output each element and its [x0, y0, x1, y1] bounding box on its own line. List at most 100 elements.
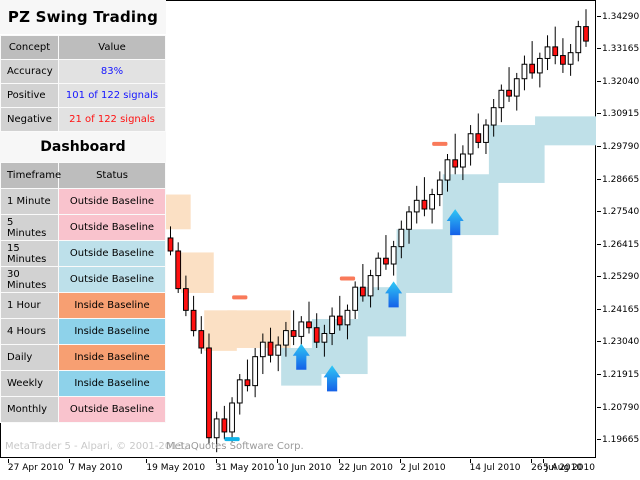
timeframe-row[interactable]: 1 Hour Inside Baseline [0, 292, 166, 319]
timeframe-row[interactable]: Monthly Outside Baseline [0, 396, 166, 423]
timeframe-label: 15 Minutes [0, 240, 59, 267]
date-tick-mark [69, 459, 71, 463]
date-tick-label: 5 Aug 2010 [543, 463, 595, 473]
bearish-candle [529, 63, 536, 74]
timeframe-status-badge: Outside Baseline [58, 396, 166, 423]
bearish-candle [198, 330, 205, 349]
buy-signal-arrow [323, 365, 341, 392]
price-tick-dash [597, 145, 601, 147]
stats-label: Negative [0, 107, 59, 132]
bullish-candle [567, 52, 574, 65]
date-tick-label: 31 May 2010 [215, 463, 275, 473]
bullish-candle [344, 309, 351, 326]
price-tick-dash [597, 80, 601, 82]
stats-header-concept: Concept [0, 35, 59, 60]
timeframe-label: Daily [0, 344, 59, 371]
timeframe-status-badge: Inside Baseline [58, 318, 166, 345]
bullish-candle [436, 179, 443, 196]
price-tick-label: 1.20790 [602, 402, 640, 413]
date-tick-label: 14 Jul 2010 [469, 463, 521, 473]
date-tick: 10 Jun 2010 [277, 459, 332, 473]
date-tick: 22 Jun 2010 [338, 459, 393, 473]
bullish-candle [390, 246, 397, 265]
bearish-candle [475, 133, 482, 143]
timeframe-row[interactable]: 15 Minutes Outside Baseline [0, 240, 166, 267]
price-tick-dash [597, 15, 601, 17]
bullish-candle [259, 341, 266, 358]
price-tick-label: 1.23040 [602, 337, 640, 348]
sell-level-marker [339, 276, 356, 281]
timeframe-row[interactable]: 1 Minute Outside Baseline [0, 188, 166, 215]
bullish-candle [521, 63, 528, 80]
stats-row: Positive 101 of 122 signals [0, 83, 166, 108]
price-tick: 1.25290 [597, 273, 639, 282]
timeframe-header-row: Timeframe Status [0, 162, 166, 189]
stats-value: 101 of 122 signals [58, 83, 166, 108]
band-segment [227, 310, 291, 348]
date-tick: 19 May 2010 [146, 459, 206, 473]
price-tick: 1.26415 [597, 240, 639, 250]
timeframe-status-badge: Outside Baseline [58, 214, 166, 241]
indicator-panel: PZ Swing Trading Concept Value Accuracy 83%… [0, 0, 166, 423]
timeframe-row[interactable]: 4 Hours Inside Baseline [0, 318, 166, 345]
date-tick-mark [531, 459, 533, 463]
date-tick: 26 Jul 2010 [531, 459, 582, 473]
date-tick-mark [7, 459, 9, 463]
date-tick-mark [215, 459, 217, 463]
bearish-candle [306, 321, 312, 329]
bearish-candle [421, 199, 428, 210]
price-tick: 1.33165 [597, 45, 639, 54]
timeframe-label: Weekly [0, 370, 59, 397]
bullish-candle [444, 159, 451, 181]
band-segment [535, 116, 596, 146]
timeframe-row[interactable]: 30 Minutes Outside Baseline [0, 266, 166, 293]
date-tick-label: 10 Jun 2010 [277, 463, 332, 473]
panel-title: PZ Swing Trading [0, 0, 166, 35]
buy-signal-arrow [385, 281, 403, 308]
timeframe-label: Monthly [0, 396, 59, 423]
price-tick-label: 1.25290 [602, 272, 640, 283]
price-tick: 1.29790 [597, 141, 640, 152]
bearish-candle [183, 288, 189, 311]
price-tick-dash [597, 276, 601, 278]
timeframe-label: 1 Hour [0, 292, 59, 319]
band-segment [181, 252, 214, 293]
price-tick-label: 1.28665 [602, 174, 640, 185]
bullish-candle [283, 330, 289, 346]
timeframe-label: 1 Minute [0, 188, 59, 215]
timeframe-row[interactable]: Weekly Inside Baseline [0, 370, 166, 397]
bullish-candle [398, 228, 405, 248]
timeframe-dashboard-table: Timeframe Status 1 Minute Outside Baseline 5… [0, 162, 166, 423]
timeframe-row[interactable]: 5 Minutes Outside Baseline [0, 214, 166, 241]
price-tick-dash [597, 211, 601, 213]
date-axis[interactable]: 27 Apr 2010 7 May 2010 19 May 2010 31 May 2… [0, 459, 596, 480]
price-tick: 1.27540 [597, 208, 639, 217]
bullish-candle [229, 402, 235, 433]
date-tick-label: 19 May 2010 [146, 463, 206, 473]
band-segment [396, 229, 453, 293]
price-tick: 1.23040 [597, 338, 639, 347]
statistics-table: Concept Value Accuracy 83% Positive 101 of 12… [0, 35, 166, 132]
stats-row: Accuracy 83% [0, 59, 166, 84]
bearish-candle [167, 237, 174, 252]
date-tick-mark [400, 459, 402, 463]
date-tick-label: 2 Jul 2010 [400, 463, 446, 473]
price-tick-label: 1.33165 [602, 44, 640, 55]
bullish-candle [236, 379, 243, 404]
bullish-candle [213, 418, 220, 439]
price-tick-dash [597, 341, 601, 343]
bearish-candle [221, 418, 228, 433]
stats-label: Positive [0, 83, 59, 108]
broker-watermark: MetaTrader 5 - Alpari, © 2001-2013, [5, 441, 188, 452]
date-tick-label: 7 May 2010 [69, 463, 123, 473]
timeframe-status-badge: Outside Baseline [58, 266, 166, 293]
price-axis[interactable]: 1.34290 1.33165 1.32040 1.30915 1.29790 1.286… [597, 0, 640, 458]
date-tick: 5 Aug 2010 [543, 459, 595, 473]
price-tick-label: 1.29790 [602, 141, 640, 152]
bullish-candle [275, 344, 282, 356]
level-markers-group [224, 141, 448, 442]
bearish-candle [336, 315, 343, 326]
bullish-candle [498, 89, 505, 109]
price-tick-label: 1.21915 [602, 369, 640, 380]
timeframe-row[interactable]: Daily Inside Baseline [0, 344, 166, 371]
